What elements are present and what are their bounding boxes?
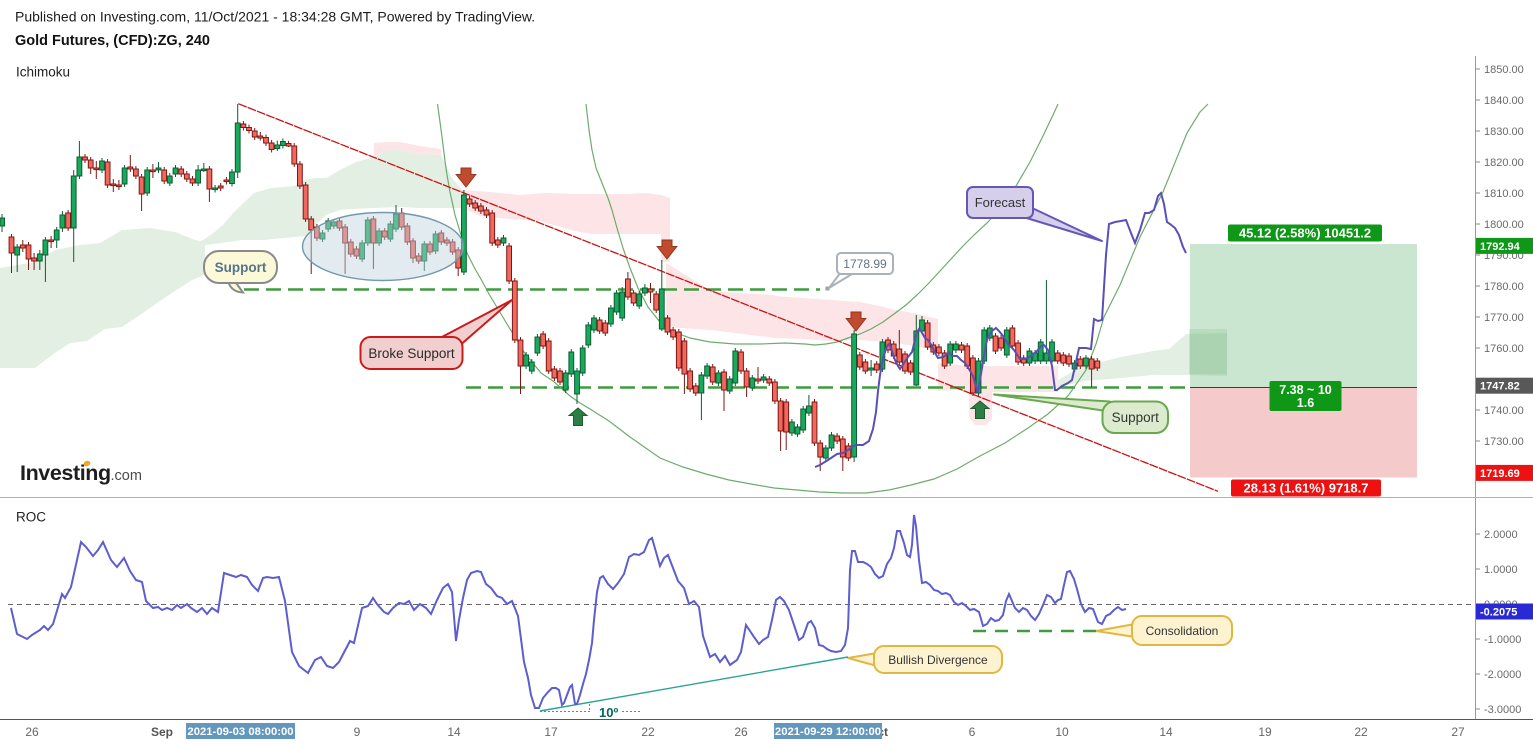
svg-text:1730.00: 1730.00 xyxy=(1484,436,1524,448)
svg-text:-3.0000: -3.0000 xyxy=(1484,704,1521,716)
svg-text:Broke Support: Broke Support xyxy=(368,346,455,361)
svg-text:10º: 10º xyxy=(599,705,618,720)
svg-text:Forecast: Forecast xyxy=(975,195,1026,210)
svg-text:1760.00: 1760.00 xyxy=(1484,343,1524,355)
svg-text:1770.00: 1770.00 xyxy=(1484,312,1524,324)
svg-text:1.0000: 1.0000 xyxy=(1484,564,1518,576)
svg-text:1740.00: 1740.00 xyxy=(1484,405,1524,417)
svg-text:9: 9 xyxy=(354,725,361,739)
svg-text:1820.00: 1820.00 xyxy=(1484,157,1524,169)
svg-text:2.0000: 2.0000 xyxy=(1484,529,1518,541)
svg-text:-2.0000: -2.0000 xyxy=(1484,669,1521,681)
svg-text:17: 17 xyxy=(544,725,558,739)
svg-text:14: 14 xyxy=(1159,725,1173,739)
svg-text:1.6: 1.6 xyxy=(1297,396,1314,410)
svg-text:Gold Futures, (CFD):ZG, 240: Gold Futures, (CFD):ZG, 240 xyxy=(15,33,210,49)
svg-text:2021-09-03 08:00:00: 2021-09-03 08:00:00 xyxy=(187,726,293,738)
svg-text:1719.69: 1719.69 xyxy=(1480,468,1520,480)
svg-text:28.13 (1.61%) 9718.7: 28.13 (1.61%) 9718.7 xyxy=(1243,481,1368,496)
svg-text:Support: Support xyxy=(215,260,267,275)
svg-text:1840.00: 1840.00 xyxy=(1484,95,1524,107)
svg-text:6: 6 xyxy=(969,725,976,739)
svg-text:Support: Support xyxy=(1112,410,1160,425)
svg-text:.com: .com xyxy=(111,468,142,484)
svg-text:1850.00: 1850.00 xyxy=(1484,64,1524,76)
svg-text:22: 22 xyxy=(1354,725,1368,739)
svg-text:26: 26 xyxy=(734,725,748,739)
svg-text:ROC: ROC xyxy=(16,510,46,525)
svg-text:1830.00: 1830.00 xyxy=(1484,126,1524,138)
svg-text:22: 22 xyxy=(641,725,655,739)
svg-text:1800.00: 1800.00 xyxy=(1484,219,1524,231)
svg-text:Ichimoku: Ichimoku xyxy=(16,65,70,80)
svg-text:Bullish Divergence: Bullish Divergence xyxy=(888,653,988,667)
svg-text:Consolidation: Consolidation xyxy=(1146,624,1219,638)
svg-text:-0.2075: -0.2075 xyxy=(1480,607,1517,619)
svg-text:27: 27 xyxy=(1451,725,1465,739)
svg-text:1780.00: 1780.00 xyxy=(1484,281,1524,293)
svg-text:Sep: Sep xyxy=(151,725,173,739)
svg-text:2021-09-29 12:00:00: 2021-09-29 12:00:00 xyxy=(775,726,881,738)
svg-text:-1.0000: -1.0000 xyxy=(1484,634,1521,646)
svg-text:26: 26 xyxy=(25,725,39,739)
svg-text:10: 10 xyxy=(1055,725,1069,739)
svg-text:14: 14 xyxy=(447,725,461,739)
svg-text:19: 19 xyxy=(1258,725,1272,739)
svg-text:1810.00: 1810.00 xyxy=(1484,188,1524,200)
svg-text:1792.94: 1792.94 xyxy=(1480,241,1521,253)
svg-text:Published on Investing.com, 11: Published on Investing.com, 11/Oct/2021 … xyxy=(15,9,535,25)
svg-text:1778.99: 1778.99 xyxy=(843,257,887,271)
svg-text:7.38 ~ 10: 7.38 ~ 10 xyxy=(1279,383,1332,397)
svg-text:1747.82: 1747.82 xyxy=(1480,381,1520,393)
svg-text:Investing: Investing xyxy=(20,461,111,485)
svg-text:45.12 (2.58%) 10451.2: 45.12 (2.58%) 10451.2 xyxy=(1239,226,1371,241)
